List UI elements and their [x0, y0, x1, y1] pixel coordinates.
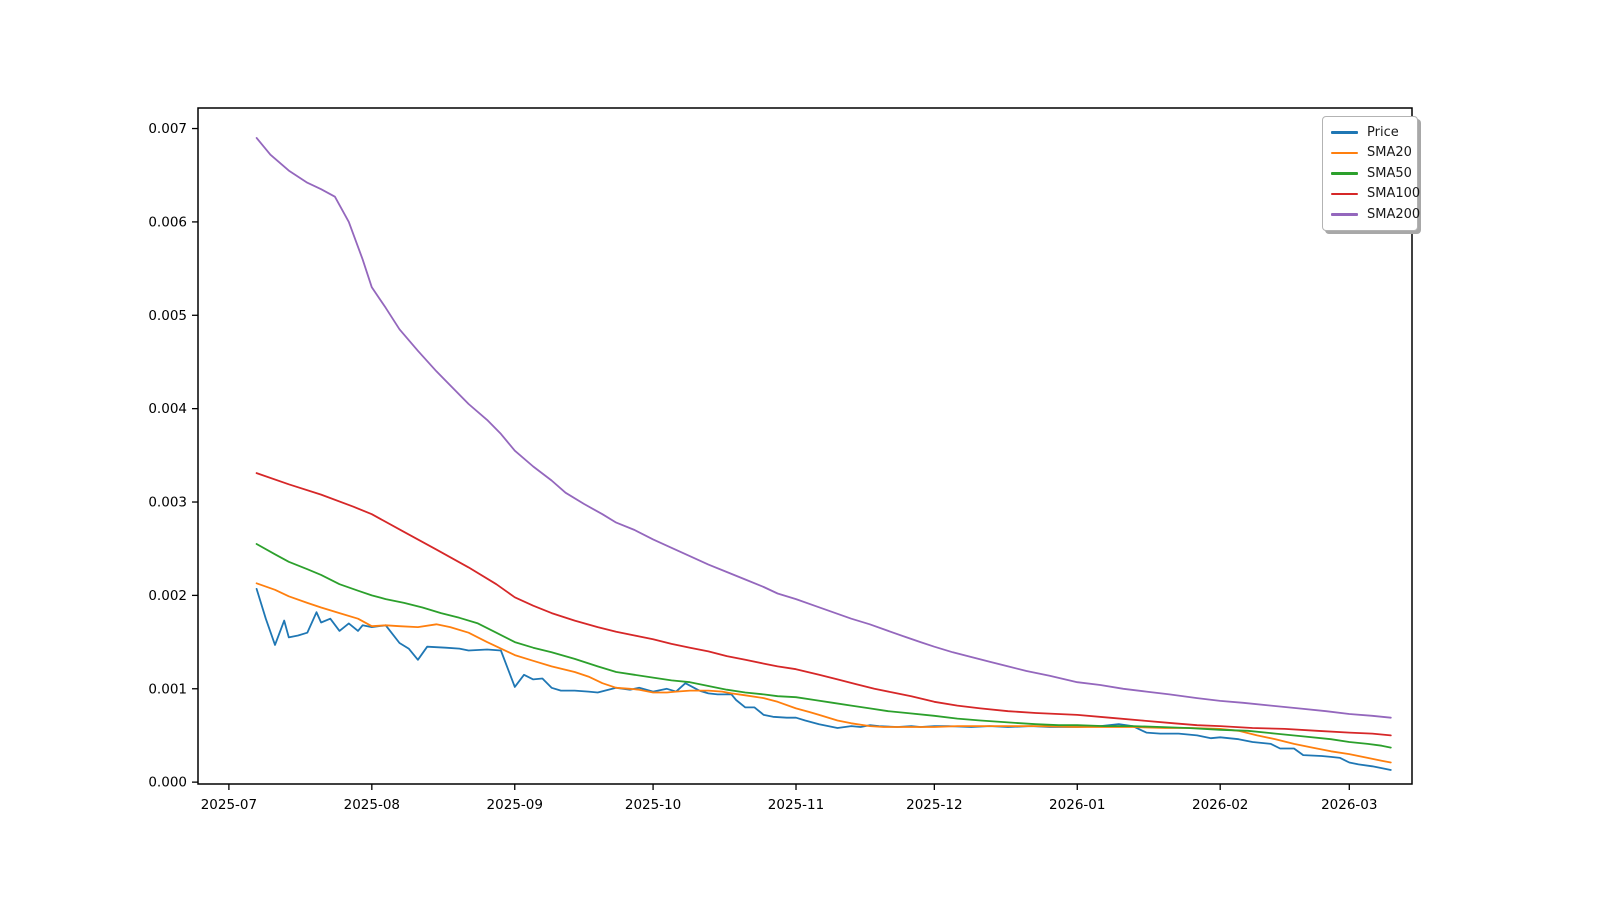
legend-label-sma200: SMA200 — [1367, 206, 1421, 222]
sma50-line-swatch — [1331, 172, 1358, 175]
y-tick-label: 0.002 — [148, 588, 187, 604]
legend-item-sma200: SMA200 — [1331, 204, 1420, 225]
legend-box: Price SMA20 SMA50 SMA100 SMA200 — [1322, 116, 1420, 231]
sma50-line — [255, 543, 1392, 749]
y-tick-label: 0.005 — [148, 308, 187, 324]
x-tick-label: 2025-08 — [344, 797, 400, 813]
x-tick-label: 2025-10 — [625, 797, 681, 813]
price-line — [255, 588, 1392, 771]
x-tick-label: 2025-12 — [906, 797, 962, 813]
y-tick-label: 0.003 — [148, 495, 187, 511]
legend-item-sma100: SMA100 — [1331, 184, 1420, 205]
sma100-line — [255, 472, 1392, 737]
sma20-line-swatch — [1331, 151, 1358, 154]
y-tick-label: 0.006 — [148, 214, 187, 230]
x-tick-label: 2026-01 — [1049, 797, 1105, 813]
axes-spines — [197, 107, 1413, 785]
y-tick-label: 0.001 — [148, 681, 187, 697]
legend-label-sma50: SMA50 — [1367, 165, 1412, 181]
y-tick-label: 0.007 — [148, 121, 187, 137]
legend-label-sma100: SMA100 — [1367, 186, 1421, 202]
x-tick-label: 2025-07 — [201, 797, 257, 813]
legend-item-sma50: SMA50 — [1331, 163, 1412, 184]
sma20-line — [255, 582, 1392, 764]
legend-label-price: Price — [1367, 124, 1399, 140]
legend-item-sma20: SMA20 — [1331, 143, 1412, 164]
y-tick-label: 0.004 — [148, 401, 187, 417]
legend-label-sma20: SMA20 — [1367, 145, 1412, 161]
x-tick-label: 2026-03 — [1321, 797, 1377, 813]
price-line-swatch — [1331, 131, 1358, 134]
sma200-line-swatch — [1331, 213, 1358, 216]
x-tick-label: 2026-02 — [1192, 797, 1248, 813]
x-tick-label: 2025-11 — [768, 797, 824, 813]
x-tick-label: 2025-09 — [487, 797, 543, 813]
legend-item-price: Price — [1331, 122, 1409, 143]
y-tick-label: 0.000 — [148, 775, 187, 791]
sma100-line-swatch — [1331, 192, 1358, 195]
sma200-line — [255, 136, 1392, 719]
